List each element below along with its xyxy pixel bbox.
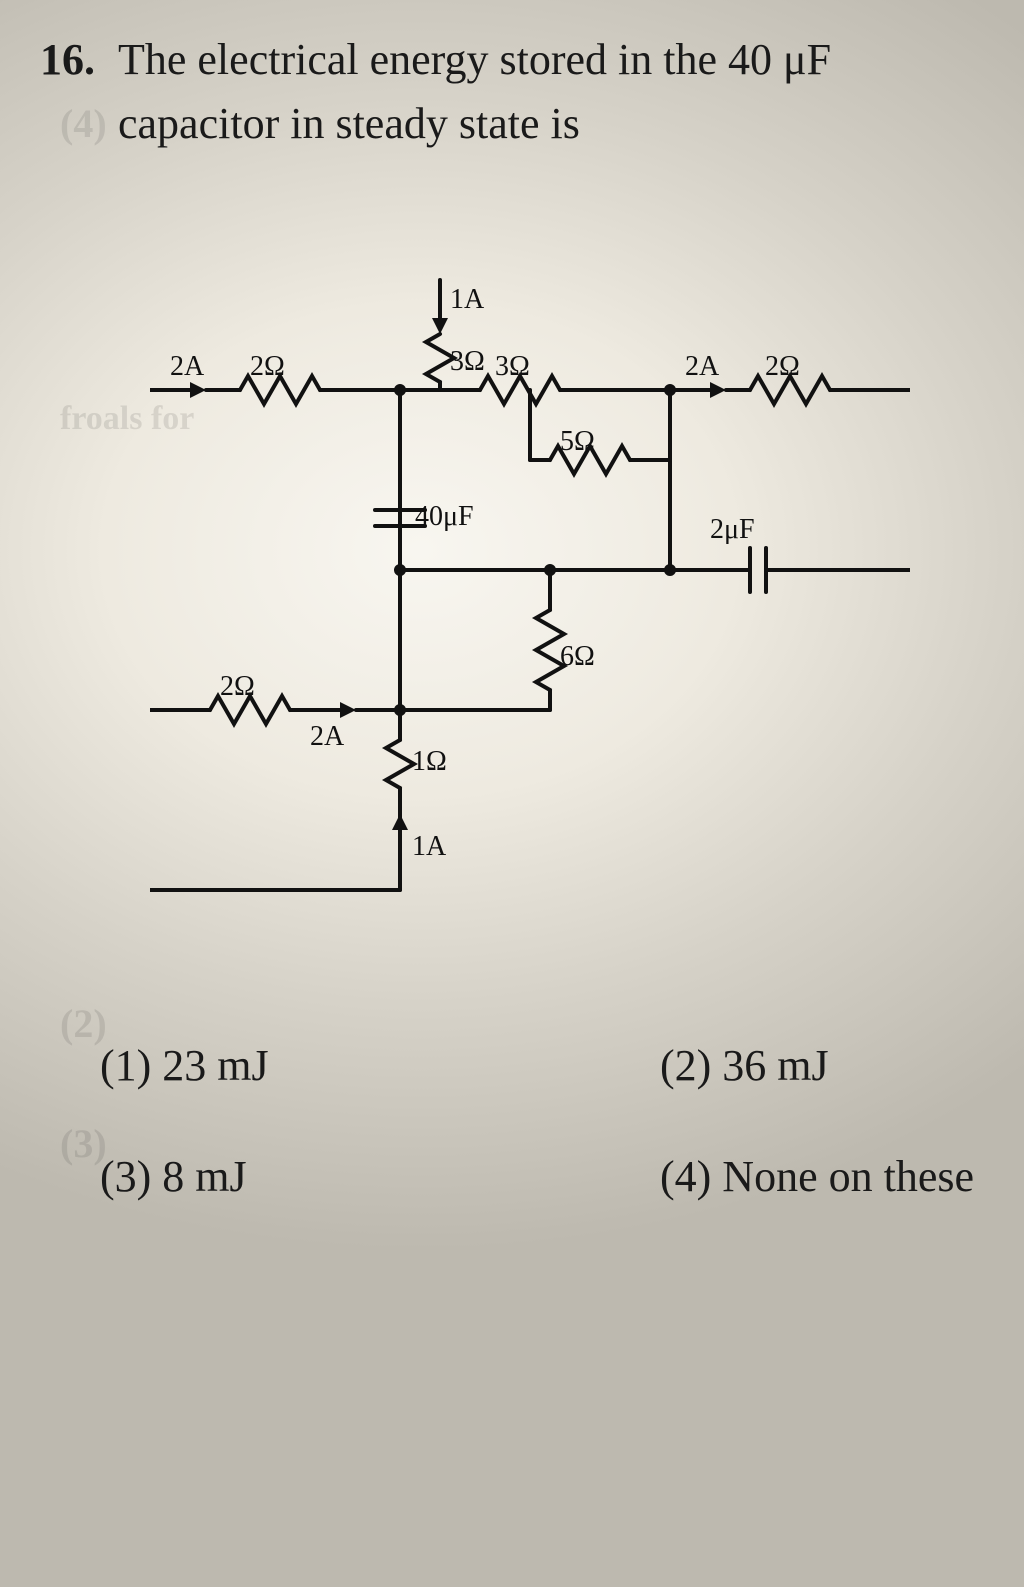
label-2uF: 2μF [710, 514, 755, 545]
label-1ohm: 1Ω [412, 746, 447, 777]
option-3[interactable]: (3) 8 mJ [100, 1151, 360, 1202]
question-block: 16.The electrical energy stored in the 4… [40, 28, 984, 156]
label-3ohm-horiz: 3Ω [495, 351, 530, 382]
label-2ohm-tl: 2Ω [250, 351, 285, 382]
label-5ohm: 5Ω [560, 426, 595, 457]
label-3ohm-vert: 3Ω [450, 346, 485, 377]
question-line1: The electrical energy stored in the 40 μ… [118, 35, 831, 84]
label-1A-bot: 1A [412, 831, 447, 862]
circuit-diagram: 1A 3Ω 2A 2Ω 3Ω 2A 2Ω 40μF 5Ω 2μF 2Ω 2A 6… [150, 270, 910, 910]
option-1[interactable]: (1) 23 mJ [100, 1040, 360, 1091]
label-40uF: 40μF [415, 501, 474, 532]
label-2A-bl: 2A [310, 721, 345, 752]
answer-options: (1) 23 mJ (2) 36 mJ (3) 8 mJ (4) None on… [100, 1040, 984, 1262]
label-6ohm: 6Ω [560, 641, 595, 672]
label-2A-top-right: 2A [685, 351, 720, 382]
label-2ohm-tr: 2Ω [765, 351, 800, 382]
question-number: 16. [40, 28, 118, 92]
question-line2: capacitor in steady state is [118, 92, 984, 156]
page: (4) (2) (3) froals for 16.The electrical… [0, 0, 1024, 1587]
label-2ohm-bl: 2Ω [220, 671, 255, 702]
option-2[interactable]: (2) 36 mJ [660, 1040, 920, 1091]
label-2A-top-left: 2A [170, 351, 205, 382]
option-4[interactable]: (4) None on these [660, 1151, 974, 1202]
label-1A-top: 1A [450, 284, 485, 315]
